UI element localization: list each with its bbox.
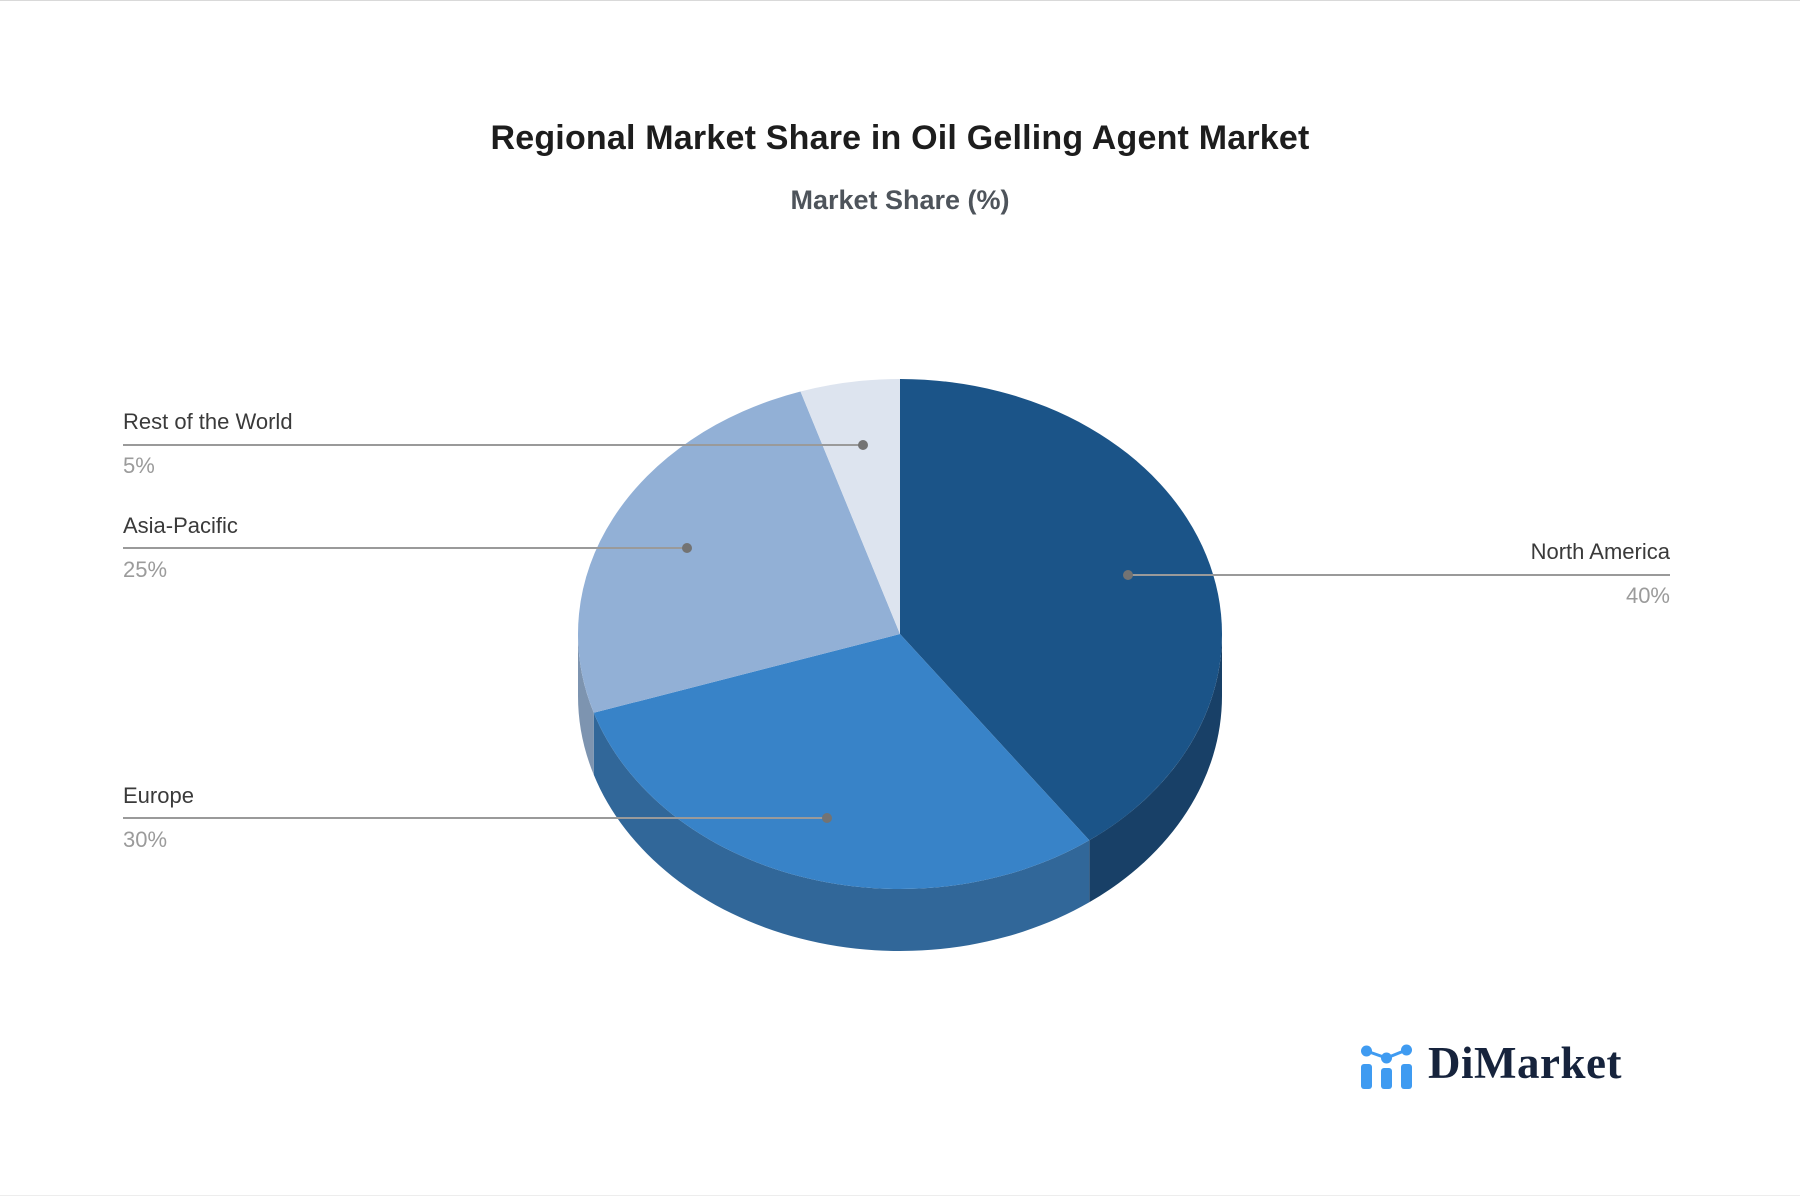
callout-north-america: North America 40% (1531, 539, 1670, 609)
pie-slice-rest-of-the-world (800, 379, 900, 634)
slice-label-rest-of-the-world: Rest of the World (123, 409, 293, 434)
pie-slice-side-north-america (1089, 634, 1222, 903)
brand-name: DiMarket (1428, 1038, 1622, 1088)
slice-label-europe: Europe (123, 783, 194, 808)
slice-percent-rest-of-the-world: 5% (123, 453, 155, 478)
callout-asia-pacific: Asia-Pacific 25% (123, 513, 238, 583)
pie-slice-north-america (900, 379, 1223, 841)
slice-label-north-america: North America (1530, 539, 1670, 564)
slice-percent-asia-pacific: 25% (123, 557, 168, 582)
brand-logo: DiMarket (1360, 1037, 1622, 1089)
leader-dot-asia-pacific (682, 543, 692, 553)
slice-label-asia-pacific: Asia-Pacific (123, 513, 238, 538)
pie-slice-europe (593, 634, 1090, 890)
chart-title: Regional Market Share in Oil Gelling Age… (490, 119, 1310, 157)
callout-rest-of-the-world: Rest of the World 5% (123, 409, 293, 479)
leader-dot-europe (822, 813, 832, 823)
pie-slice-side-asia-pacific (578, 634, 594, 775)
pie-slice-side-europe (593, 712, 1090, 952)
bar-line-chart-icon (1361, 1044, 1412, 1089)
leader-dot-rest-of-the-world (858, 440, 868, 450)
chart-subtitle: Market Share (%) (790, 185, 1010, 215)
slice-percent-north-america: 40% (1625, 583, 1670, 608)
pie-slice-asia-pacific (578, 391, 900, 713)
callout-europe: Europe 30% (123, 783, 194, 853)
slice-percent-europe: 30% (123, 827, 168, 852)
leader-dot-north-america (1123, 570, 1133, 580)
